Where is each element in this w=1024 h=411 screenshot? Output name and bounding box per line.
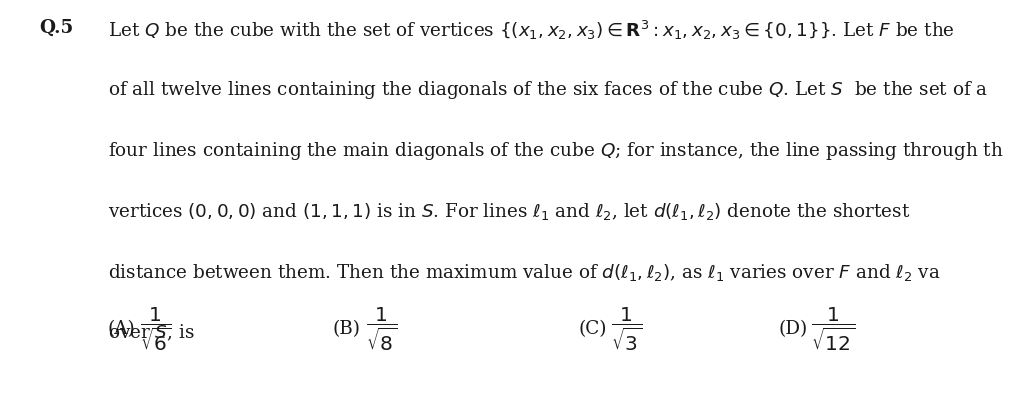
Text: vertices $(0,0,0)$ and $(1,1,1)$ is in $S$. For lines $\ell_1$ and $\ell_2$, let: vertices $(0,0,0)$ and $(1,1,1)$ is in $… [108,201,910,222]
Text: four lines containing the main diagonals of the cube $Q$; for instance, the line: four lines containing the main diagonals… [108,140,1002,162]
Text: $\dfrac{1}{\sqrt{3}}$: $\dfrac{1}{\sqrt{3}}$ [611,305,642,353]
Text: Q.5: Q.5 [39,18,73,37]
Text: (C): (C) [579,320,607,338]
Text: distance between them. Then the maximum value of $d(\ell_1,\ell_2)$, as $\ell_1$: distance between them. Then the maximum … [108,262,940,283]
Text: (B): (B) [333,320,360,338]
Text: $\dfrac{1}{\sqrt{6}}$: $\dfrac{1}{\sqrt{6}}$ [140,305,171,353]
Text: of all twelve lines containing the diagonals of the six faces of the cube $Q$. L: of all twelve lines containing the diago… [108,79,988,102]
Text: (A): (A) [108,320,135,338]
Text: over $S$, is: over $S$, is [108,323,195,343]
Text: (D): (D) [778,320,808,338]
Text: $\dfrac{1}{\sqrt{8}}$: $\dfrac{1}{\sqrt{8}}$ [366,305,396,353]
Text: Let $Q$ be the cube with the set of vertices $\{(x_1, x_2, x_3) \in \mathbf{R}^3: Let $Q$ be the cube with the set of vert… [108,18,954,42]
Text: $\dfrac{1}{\sqrt{12}}$: $\dfrac{1}{\sqrt{12}}$ [811,305,855,353]
